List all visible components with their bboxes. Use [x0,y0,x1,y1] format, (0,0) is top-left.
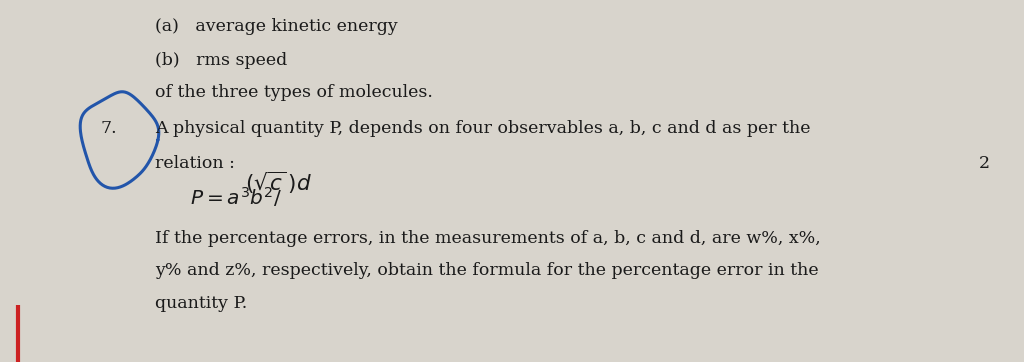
Text: If the percentage errors, in the measurements of a, b, c and d, are w%, x%,: If the percentage errors, in the measure… [155,230,821,247]
Text: 2: 2 [979,155,990,172]
Text: y% and z%, respectively, obtain the formula for the percentage error in the: y% and z%, respectively, obtain the form… [155,262,818,279]
Text: relation :: relation : [155,155,234,172]
Text: $(\sqrt{c}\,)d$: $(\sqrt{c}\,)d$ [245,170,312,196]
Text: A physical quantity P, depends on four observables a, b, c and d as per the: A physical quantity P, depends on four o… [155,120,811,137]
Text: (a)   average kinetic energy: (a) average kinetic energy [155,18,397,35]
Text: $P = a^3b^2/$: $P = a^3b^2/$ [190,185,282,209]
Text: 7.: 7. [100,120,117,137]
Text: of the three types of molecules.: of the three types of molecules. [155,84,433,101]
Text: (b)   rms speed: (b) rms speed [155,52,288,69]
Text: quantity P.: quantity P. [155,295,247,312]
